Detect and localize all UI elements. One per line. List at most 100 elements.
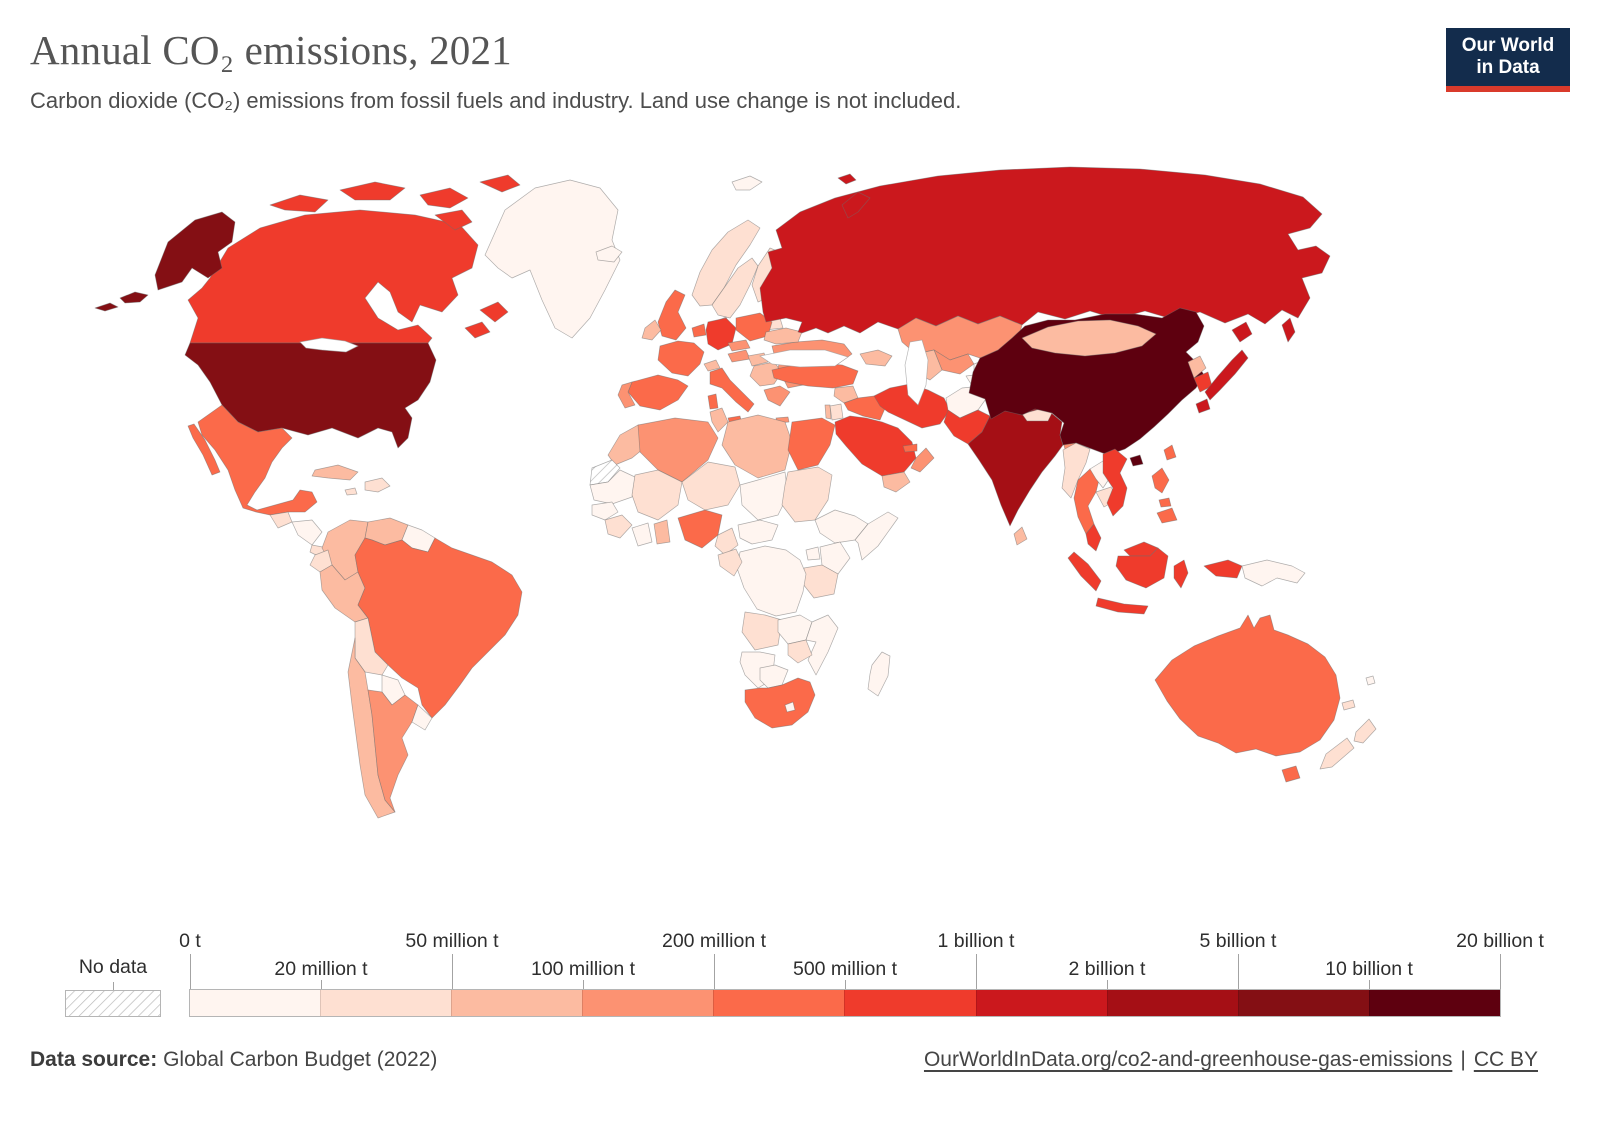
country-japan-kyushu[interactable] [1195, 398, 1211, 414]
country-usa-aleutians[interactable] [94, 302, 119, 312]
country-greenland[interactable] [484, 179, 621, 339]
country-sudan[interactable] [781, 466, 833, 523]
country-russia-novaya-zemlya[interactable] [841, 191, 871, 219]
legend-bin-1[interactable] [320, 990, 452, 1016]
country-jamaica[interactable] [344, 487, 358, 496]
country-zimbabwe[interactable] [787, 639, 813, 664]
country-philippines-visayas[interactable] [1158, 497, 1172, 508]
country-indonesia-papua[interactable] [1203, 559, 1243, 579]
country-united-kingdom[interactable] [657, 289, 687, 341]
country-nova-scotia[interactable] [464, 321, 491, 339]
country-australia[interactable] [1154, 614, 1341, 757]
country-italy-sardinia[interactable] [707, 393, 719, 410]
country-vietnam[interactable] [1102, 448, 1128, 517]
country-mexico-baja[interactable] [187, 423, 221, 476]
country-north-korea[interactable] [1187, 355, 1207, 379]
country-papua-new-guinea[interactable] [1241, 559, 1306, 587]
country-mexico[interactable] [197, 404, 318, 516]
country-usa-alaska[interactable] [154, 211, 236, 291]
legend-bin-8[interactable] [1237, 990, 1369, 1016]
country-fiji[interactable] [1365, 675, 1376, 686]
country-angola[interactable] [741, 611, 783, 651]
country-usa[interactable] [184, 342, 437, 449]
country-western-sahara[interactable] [589, 459, 621, 486]
country-canada-island[interactable] [269, 194, 329, 213]
country-canada-island[interactable] [339, 181, 406, 201]
country-nigeria[interactable] [677, 509, 723, 549]
country-australia-tasmania[interactable] [1281, 765, 1301, 783]
country-benelux[interactable] [691, 323, 707, 338]
owid-url-link[interactable]: OurWorldInData.org/co2-and-greenhouse-ga… [923, 1048, 1453, 1071]
country-ireland[interactable] [641, 319, 662, 341]
country-madagascar[interactable] [867, 651, 891, 697]
legend-bin-3[interactable] [582, 990, 714, 1016]
country-drc[interactable] [736, 545, 807, 617]
country-uruguay[interactable] [411, 704, 433, 731]
country-oman[interactable] [910, 447, 935, 473]
country-brazil[interactable] [354, 537, 523, 719]
license-link[interactable]: CC BY [1473, 1048, 1538, 1071]
country-mongolia[interactable] [1021, 319, 1157, 357]
legend-bin-9[interactable] [1368, 990, 1500, 1016]
country-guinea[interactable] [604, 514, 633, 539]
country-germany[interactable] [705, 317, 737, 351]
country-russia[interactable] [759, 166, 1331, 334]
country-sweden[interactable] [711, 257, 759, 319]
country-nepal[interactable] [1021, 408, 1053, 422]
no-data-swatch[interactable] [65, 990, 161, 1017]
country-malaysia[interactable] [1085, 523, 1102, 552]
country-new-zealand-north[interactable] [1353, 718, 1377, 744]
country-caucasus[interactable] [859, 349, 893, 367]
country-indonesia-kalimantan[interactable] [1115, 547, 1169, 589]
legend-bin-6[interactable] [975, 990, 1107, 1016]
country-canada-island[interactable] [479, 174, 521, 193]
country-austria[interactable] [727, 349, 751, 363]
country-france[interactable] [657, 340, 705, 377]
country-taiwan[interactable] [1163, 444, 1177, 461]
legend-bin-0[interactable] [190, 990, 321, 1016]
country-argentina[interactable] [367, 689, 419, 813]
country-spain[interactable] [627, 374, 689, 411]
country-tunisia[interactable] [709, 407, 729, 433]
country-congo[interactable] [717, 548, 743, 577]
country-hispaniola[interactable] [364, 477, 391, 493]
country-guatemala[interactable] [269, 511, 293, 529]
country-cameroon[interactable] [714, 527, 739, 556]
country-philippines-mindanao[interactable] [1156, 507, 1178, 524]
country-russia-sakhalin[interactable] [1281, 317, 1296, 343]
country-ivory-coast[interactable] [631, 522, 653, 547]
owid-logo[interactable]: Our World in Data [1446, 28, 1570, 92]
country-china[interactable] [968, 307, 1205, 456]
country-philippines-luzon[interactable] [1151, 467, 1170, 494]
country-iceland[interactable] [595, 245, 623, 263]
country-svalbard[interactable] [731, 175, 763, 191]
country-uganda[interactable] [805, 546, 821, 561]
country-switzerland[interactable] [703, 359, 721, 372]
country-japan-honshu[interactable] [1204, 349, 1249, 401]
country-canada-island[interactable] [419, 187, 469, 209]
legend-bin-4[interactable] [713, 990, 845, 1016]
country-central-african-republic[interactable] [737, 519, 779, 545]
country-senegal[interactable] [591, 501, 619, 521]
country-honduras-nicaragua[interactable] [291, 519, 323, 546]
country-south-africa[interactable] [744, 677, 816, 729]
country-uae[interactable] [902, 443, 918, 453]
country-franz-josef[interactable] [837, 173, 857, 185]
country-kenya[interactable] [819, 541, 851, 575]
country-israel[interactable] [824, 404, 832, 420]
country-sri-lanka[interactable] [1013, 526, 1028, 546]
legend-bin-5[interactable] [844, 990, 976, 1016]
country-portugal[interactable] [617, 381, 636, 409]
country-japan-hokkaido[interactable] [1231, 321, 1253, 343]
country-italy[interactable] [709, 367, 755, 413]
country-canada-island[interactable] [434, 209, 473, 231]
country-norway[interactable] [691, 219, 761, 307]
country-yemen[interactable] [881, 471, 911, 493]
country-algeria[interactable] [637, 417, 719, 483]
country-iraq[interactable] [843, 395, 887, 421]
country-belarus[interactable] [763, 327, 803, 345]
country-indonesia-sumatra[interactable] [1067, 551, 1102, 592]
country-newfoundland[interactable] [479, 301, 509, 323]
country-lesotho[interactable] [784, 701, 796, 713]
country-cuba[interactable] [311, 464, 359, 481]
